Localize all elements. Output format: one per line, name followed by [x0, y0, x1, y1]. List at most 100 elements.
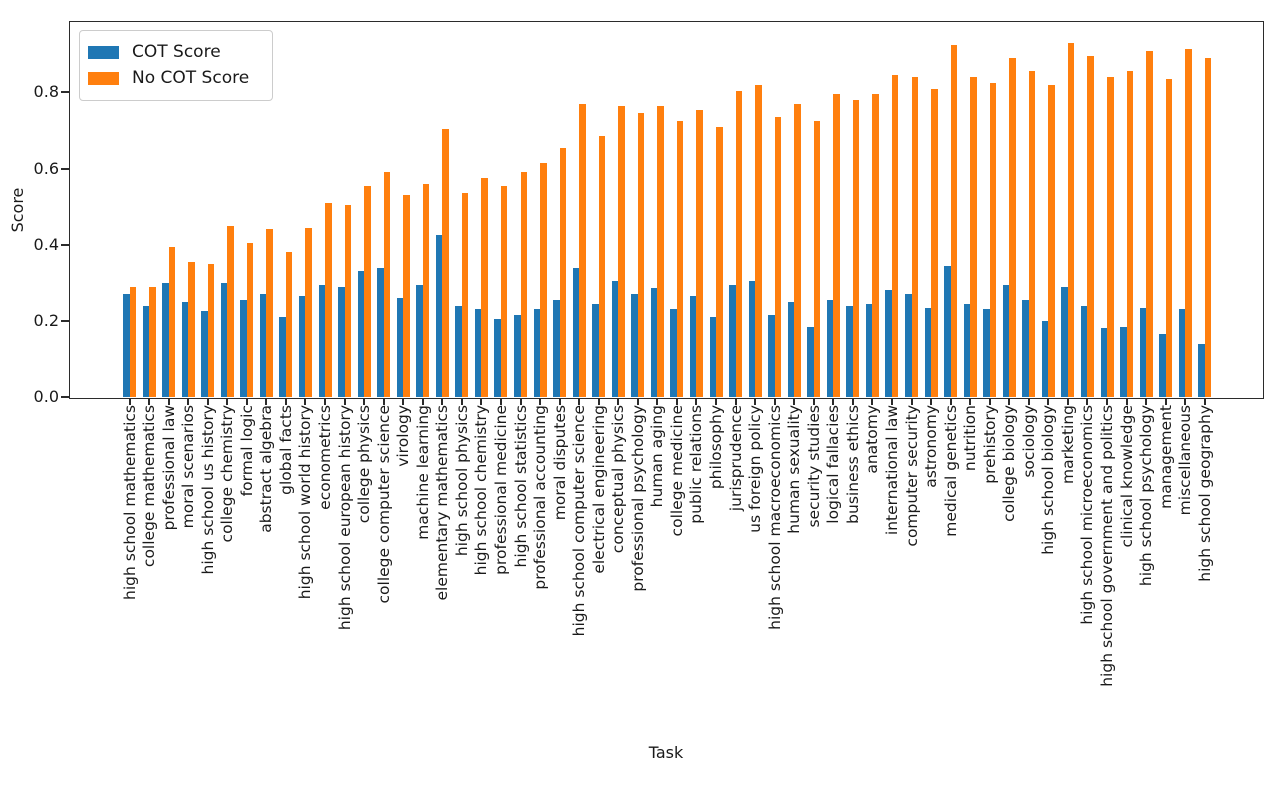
x-tick-label: sociology [1019, 405, 1038, 478]
cot-score-bar [514, 315, 521, 397]
x-tick-label: management [1156, 405, 1175, 509]
x-tick-label: professional medicine [491, 405, 510, 575]
no-cot-score-bar [696, 109, 703, 397]
x-tick [421, 399, 424, 405]
cot-score-bar [162, 282, 169, 397]
cot-score-bar [650, 288, 658, 397]
no-cot-score-bar [325, 202, 332, 397]
x-tick [1027, 399, 1030, 405]
no-cot-score-bar [813, 120, 821, 397]
x-tick [734, 399, 737, 405]
cot-score-bar [768, 315, 775, 397]
cot-score-bar [455, 305, 462, 397]
x-tick-label: global facts [276, 405, 295, 495]
x-tick-label: moral scenarios [179, 405, 198, 529]
x-tick-label: professional law [159, 405, 178, 531]
x-tick-label: high school mathematics [120, 405, 139, 600]
no-cot-score-bar [442, 128, 449, 397]
no-cot-score-bar [735, 90, 743, 397]
x-tick-label: computer security [902, 405, 921, 547]
no-cot-score-bar [266, 229, 273, 397]
x-tick [597, 399, 600, 405]
no-cot-score-bar [794, 103, 801, 397]
x-tick [1066, 399, 1069, 405]
cot-score-bar [494, 318, 501, 397]
cot-score-bar [435, 235, 443, 397]
x-tick-label: high school psychology [1137, 405, 1156, 587]
x-tick [578, 399, 581, 405]
no-cot-score-bar [1009, 58, 1016, 397]
cot-score-bar [1002, 284, 1010, 397]
x-tick-label: high school geography [1195, 405, 1214, 582]
no-cot-score-bar [852, 100, 860, 397]
x-tick [754, 399, 757, 405]
x-tick-label: abstract algebra [257, 405, 276, 533]
x-tick [128, 399, 131, 405]
x-axis-title: Task [648, 743, 684, 762]
x-tick-label: professional accounting [531, 405, 550, 590]
no-cot-score-bar [168, 246, 176, 397]
x-tick [402, 399, 405, 405]
y-tick-label: 0.0 [33, 387, 59, 406]
x-tick-label: high school microeconomics [1078, 405, 1097, 625]
x-tick [910, 399, 913, 405]
cot-score-bar [592, 303, 599, 397]
cot-score-bar [416, 284, 423, 397]
no-cot-score-bar [618, 105, 625, 397]
no-cot-score-bar [540, 162, 547, 397]
cot-score-bar [611, 280, 619, 397]
cot-score-bar [572, 267, 580, 397]
cot-score-bar [338, 286, 345, 397]
y-tick [61, 243, 69, 246]
x-tick [715, 399, 717, 405]
no-cot-score-bar [383, 172, 391, 397]
x-tick [1184, 399, 1187, 405]
x-tick [206, 399, 209, 405]
y-tick-label: 0.6 [33, 158, 59, 178]
cot-score-bar [396, 298, 404, 397]
y-tick [61, 91, 69, 94]
no-cot-score-bar [931, 88, 938, 397]
cot-score-bar [240, 299, 247, 397]
no-cot-score-bar [1146, 50, 1153, 397]
x-tick [499, 399, 502, 405]
x-tick [1145, 399, 1148, 405]
cot-score-bar [963, 303, 971, 397]
legend: COT Score No COT Score [79, 30, 273, 101]
legend-entry-no-cot: No COT Score [80, 65, 272, 91]
x-tick-label: high school physics [452, 405, 471, 557]
y-tick [61, 319, 69, 322]
x-tick-label: high school biology [1039, 405, 1058, 555]
no-cot-score-bar [989, 82, 997, 397]
y-tick-label: 0.8 [33, 82, 59, 102]
x-tick [539, 399, 542, 405]
x-tick-label: miscellaneous [1176, 405, 1195, 516]
no-cot-score-bar [1165, 79, 1173, 397]
no-cot-score-bar [1067, 42, 1075, 397]
no-cot-score-bar [500, 185, 508, 397]
cot-score-bar [826, 299, 834, 397]
x-tick [1125, 399, 1128, 405]
cot-score-bar [123, 294, 130, 397]
cot-score-swatch [88, 45, 119, 59]
x-tick [363, 399, 366, 405]
x-tick-label: us foreign policy [746, 405, 765, 533]
no-cot-score-bar [285, 252, 293, 397]
x-tick-label: conceptual physics [609, 405, 628, 554]
x-tick [187, 399, 190, 405]
no-cot-score-bar [188, 261, 195, 397]
no-cot-score-bar [716, 126, 723, 397]
cot-score-bar [1041, 320, 1049, 397]
no-cot-score-bar [461, 193, 469, 397]
y-tick [61, 167, 69, 170]
cot-score-bar [1159, 334, 1166, 397]
cot-score-bar [1178, 309, 1186, 397]
y-tick [61, 396, 69, 398]
no-cot-score-bar [481, 178, 488, 397]
no-cot-score-bar [227, 225, 234, 397]
no-cot-score-bar [246, 242, 254, 397]
no-cot-score-bar [637, 113, 645, 397]
x-tick-label: international law [882, 405, 901, 536]
no-cot-score-bar [891, 75, 899, 397]
